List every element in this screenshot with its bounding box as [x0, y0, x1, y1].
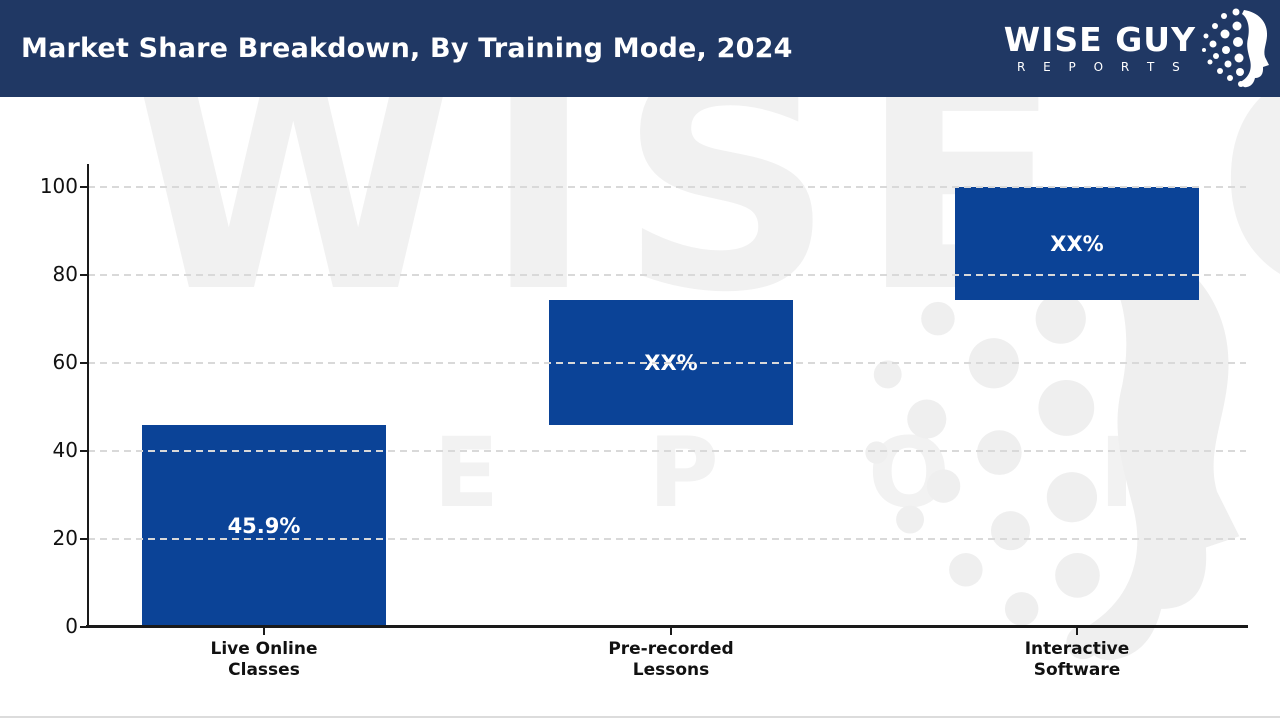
chart-title: Market Share Breakdown, By Training Mode… — [21, 33, 793, 64]
category-label: Live Online Classes — [134, 639, 394, 680]
grid-line — [88, 186, 1246, 188]
watermark-head-icon — [865, 220, 1240, 661]
y-axis-tick-label: 100 — [39, 174, 78, 198]
y-tick — [80, 626, 87, 628]
y-tick — [80, 538, 87, 540]
category-label-line: Software — [1033, 659, 1121, 680]
bar-interactive-software — [955, 187, 1199, 301]
y-axis-line — [87, 164, 89, 627]
logo-wordmark-block: WISE GUY R E P O R T S — [1004, 23, 1196, 74]
category-label: Pre-recorded Lessons — [541, 639, 801, 680]
y-tick — [80, 450, 87, 452]
y-axis-tick-label: 0 — [65, 614, 78, 638]
y-axis-tick-label: 20 — [52, 526, 78, 550]
x-axis-line — [86, 625, 1248, 628]
category-label-line: Live Online — [210, 639, 318, 659]
grid-line — [88, 362, 1246, 364]
y-tick — [80, 274, 87, 276]
category-label-line: Pre-recorded — [608, 639, 734, 659]
x-tick — [1076, 628, 1078, 635]
grid-line — [88, 450, 1246, 452]
grid-line — [88, 538, 1246, 540]
header-bar: Market Share Breakdown, By Training Mode… — [0, 0, 1280, 97]
category-label: Interactive Software — [947, 639, 1207, 680]
x-tick — [263, 628, 265, 635]
category-label-line: Classes — [228, 659, 300, 680]
y-axis-tick-label: 60 — [52, 350, 78, 374]
watermark-reports-text: R E P O R T S — [210, 417, 1280, 529]
wise-guy-reports-logo: WISE GUY R E P O R T S — [1004, 6, 1280, 92]
grid-line — [88, 274, 1246, 276]
logo-reports-text: R E P O R T S — [1016, 60, 1187, 74]
y-tick — [80, 186, 87, 188]
bar-live-online-classes — [142, 425, 386, 627]
bar-value-label: XX% — [1050, 231, 1104, 256]
logo-wordmark: WISE GUY — [1003, 20, 1196, 59]
y-tick — [80, 362, 87, 364]
dotted-head-icon — [1202, 8, 1269, 87]
category-label-line: Lessons — [632, 659, 710, 680]
y-axis-tick-label: 80 — [52, 262, 78, 286]
chart-area: WISE GUY R E P O R T S 0 20 40 60 80 100 45.9%… — [0, 9, 1280, 720]
bar-value-label: 45.9% — [227, 514, 301, 539]
bottom-rule — [0, 716, 1280, 718]
x-tick — [670, 628, 672, 635]
y-axis-tick-label: 40 — [52, 438, 78, 462]
category-label-line: Interactive — [1024, 639, 1130, 659]
